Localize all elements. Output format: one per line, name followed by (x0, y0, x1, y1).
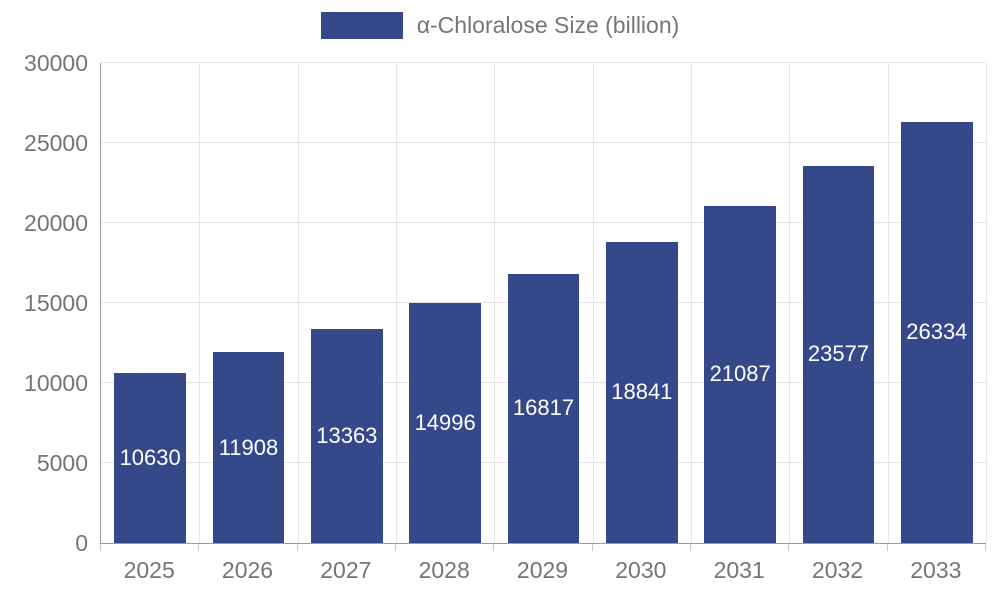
x-axis-tick (296, 544, 298, 551)
y-tick-label: 5000 (36, 450, 88, 476)
y-tick-label: 30000 (24, 50, 88, 76)
gridline-vertical (887, 63, 889, 543)
x-tick-label: 2026 (221, 557, 274, 583)
x-tick-label: 2025 (123, 557, 175, 583)
x-axis-tick (690, 544, 691, 551)
x-tick-label: 2032 (811, 557, 864, 583)
plot-area: 10630 11908 13363 14996 16817 18841 21087 23577… (100, 62, 987, 544)
x-axis-tick (985, 544, 986, 551)
gridline-vertical (494, 63, 496, 543)
bar-value-label: 23577 (807, 341, 870, 367)
bar-2027: 13363 (310, 329, 383, 543)
x-axis-tick (591, 544, 593, 551)
gridline-vertical (789, 63, 791, 543)
x-axis-labels: 2025 2026 2027 2028 2029 2030 2031 2032 2033 (100, 557, 985, 587)
y-axis-labels: 0 5000 10000 15000 20000 25000 30000 (0, 51, 88, 555)
x-tick-label: 2029 (516, 557, 569, 583)
y-tick-label: 15000 (24, 290, 88, 316)
gridline-vertical (592, 63, 594, 543)
gridline-horizontal (101, 142, 986, 143)
bar-value-label: 21087 (709, 361, 771, 387)
legend-swatch (320, 12, 403, 39)
bar-value-label: 16817 (512, 395, 575, 421)
x-tick-label: 2028 (418, 557, 470, 583)
legend-label: α-Chloralose Size (billion) (416, 12, 680, 38)
x-axis-tick (100, 544, 101, 551)
gridline-vertical (199, 63, 201, 543)
gridline-horizontal (101, 62, 986, 63)
bar-2025: 10630 (114, 372, 187, 543)
bar-value-label: 11908 (218, 434, 279, 460)
gridline-vertical (986, 63, 987, 543)
x-tick-label: 2033 (910, 557, 962, 583)
x-axis-tick (198, 544, 200, 551)
legend: α-Chloralose Size (billion) (0, 12, 1000, 39)
x-axis-tick (886, 544, 888, 551)
bar-2026: 11908 (212, 352, 285, 543)
bar-2033: 26334 (900, 121, 973, 543)
y-tick-label: 20000 (24, 210, 88, 236)
bar-value-label: 14996 (414, 410, 476, 436)
x-tick-label: 2027 (320, 557, 372, 583)
x-tick-label: 2030 (615, 557, 667, 583)
bar-value-label: 13363 (316, 423, 378, 449)
y-tick-label: 25000 (24, 130, 88, 156)
x-axis-tick (788, 544, 790, 551)
gridline-vertical (297, 63, 299, 543)
bar-value-label: 18841 (611, 379, 673, 405)
bar-value-label: 26334 (906, 319, 968, 345)
y-tick-label: 10000 (24, 370, 88, 396)
y-tick-label: 0 (75, 530, 88, 556)
bar-2030: 18841 (605, 241, 678, 543)
bar-value-label: 10630 (119, 444, 181, 470)
legend-item[interactable]: α-Chloralose Size (billion) (320, 12, 680, 39)
x-axis-tick (493, 544, 495, 551)
bar-2029: 16817 (507, 273, 580, 543)
bar-2028: 14996 (409, 303, 482, 543)
gridline-vertical (395, 63, 397, 543)
bar-2032: 23577 (802, 165, 875, 543)
x-axis-tick (395, 544, 396, 551)
x-tick-label: 2031 (713, 557, 765, 583)
gridline-horizontal (101, 222, 986, 224)
gridline-vertical (690, 63, 692, 543)
bar-2031: 21087 (704, 205, 777, 543)
